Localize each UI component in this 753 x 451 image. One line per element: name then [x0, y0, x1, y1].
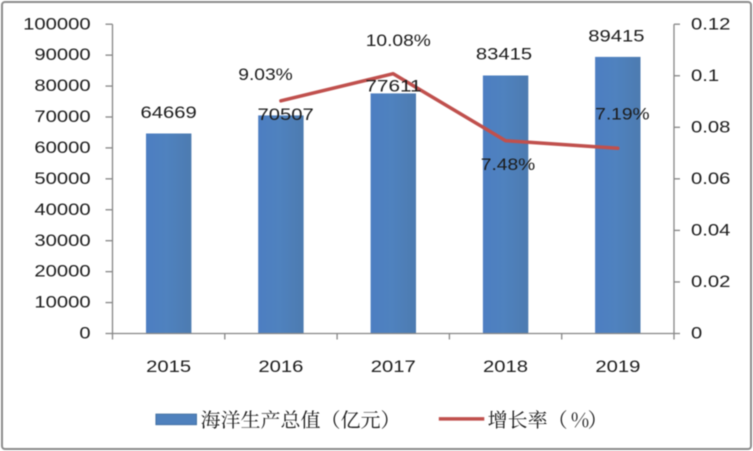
svg-text:20000: 20000	[34, 262, 90, 281]
svg-text:10.08%: 10.08%	[366, 31, 431, 50]
svg-text:80000: 80000	[34, 76, 90, 95]
svg-text:7.19%: 7.19%	[595, 104, 650, 123]
svg-text:2019: 2019	[595, 357, 640, 376]
svg-text:7.48%: 7.48%	[481, 155, 536, 174]
svg-text:0.12: 0.12	[691, 14, 730, 33]
svg-text:70000: 70000	[34, 107, 90, 126]
svg-text:2015: 2015	[146, 357, 191, 376]
svg-text:100000: 100000	[23, 14, 91, 33]
svg-text:70507: 70507	[258, 105, 314, 124]
svg-text:0.08: 0.08	[691, 117, 730, 136]
svg-text:9.03%: 9.03%	[238, 65, 293, 84]
svg-text:90000: 90000	[34, 45, 90, 64]
svg-text:0.04: 0.04	[691, 221, 730, 240]
svg-text:30000: 30000	[34, 231, 90, 250]
svg-text:60000: 60000	[34, 138, 90, 157]
svg-text:0: 0	[691, 324, 702, 343]
svg-text:83415: 83415	[476, 45, 532, 64]
svg-text:10000: 10000	[34, 293, 90, 312]
svg-text:2016: 2016	[258, 357, 303, 376]
svg-text:0: 0	[79, 324, 90, 343]
svg-text:77611: 77611	[365, 76, 421, 95]
svg-text:0.1: 0.1	[691, 66, 719, 85]
svg-text:2018: 2018	[483, 357, 528, 376]
svg-text:64669: 64669	[141, 103, 197, 122]
svg-text:0.02: 0.02	[691, 272, 730, 291]
svg-text:40000: 40000	[34, 200, 90, 219]
svg-text:0.06: 0.06	[691, 169, 730, 188]
svg-text:50000: 50000	[34, 169, 90, 188]
svg-text:89415: 89415	[588, 27, 644, 46]
svg-text:2017: 2017	[371, 357, 416, 376]
